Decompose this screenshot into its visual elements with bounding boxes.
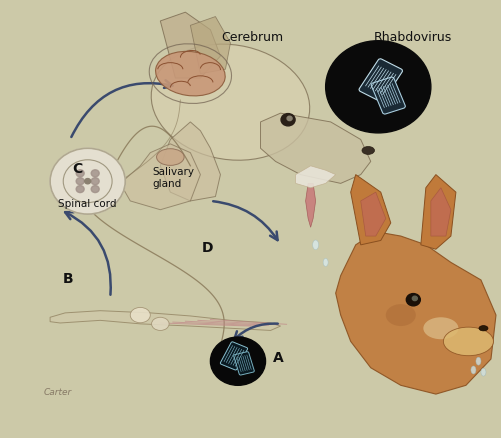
Polygon shape xyxy=(160,13,220,79)
Ellipse shape xyxy=(313,240,319,250)
Polygon shape xyxy=(306,184,316,228)
Circle shape xyxy=(210,337,266,385)
Polygon shape xyxy=(296,166,336,188)
Text: Cerebrum: Cerebrum xyxy=(221,31,283,44)
Polygon shape xyxy=(361,193,386,237)
Polygon shape xyxy=(190,18,230,74)
Text: C: C xyxy=(73,162,83,176)
Ellipse shape xyxy=(386,304,416,326)
Circle shape xyxy=(50,149,125,215)
Circle shape xyxy=(76,178,84,185)
Ellipse shape xyxy=(443,328,493,356)
Circle shape xyxy=(326,42,431,134)
Polygon shape xyxy=(120,145,200,210)
Polygon shape xyxy=(261,114,371,184)
Ellipse shape xyxy=(476,357,481,365)
Text: Spinal cord: Spinal cord xyxy=(59,199,117,208)
Ellipse shape xyxy=(323,259,328,267)
Circle shape xyxy=(91,186,99,193)
FancyBboxPatch shape xyxy=(359,60,402,102)
Polygon shape xyxy=(50,311,281,331)
Ellipse shape xyxy=(156,149,184,166)
Ellipse shape xyxy=(481,368,486,376)
Ellipse shape xyxy=(362,147,374,155)
FancyBboxPatch shape xyxy=(220,342,247,370)
Text: D: D xyxy=(202,240,213,254)
Text: Salivary
gland: Salivary gland xyxy=(153,166,195,188)
Circle shape xyxy=(412,297,417,301)
Text: B: B xyxy=(62,271,73,285)
Polygon shape xyxy=(421,175,456,250)
Circle shape xyxy=(281,114,295,127)
FancyBboxPatch shape xyxy=(371,78,405,115)
Ellipse shape xyxy=(151,45,310,161)
Circle shape xyxy=(76,170,84,177)
Polygon shape xyxy=(431,188,451,237)
Text: Rhabdovirus: Rhabdovirus xyxy=(374,31,452,44)
Text: A: A xyxy=(273,350,284,364)
Polygon shape xyxy=(351,175,391,245)
Circle shape xyxy=(85,179,91,184)
Ellipse shape xyxy=(471,366,476,374)
Ellipse shape xyxy=(156,52,225,97)
Ellipse shape xyxy=(151,318,169,331)
FancyBboxPatch shape xyxy=(233,352,255,375)
Circle shape xyxy=(76,186,84,193)
Circle shape xyxy=(91,170,99,177)
Ellipse shape xyxy=(130,307,150,323)
Text: Carter: Carter xyxy=(44,388,72,396)
Polygon shape xyxy=(160,123,220,201)
Circle shape xyxy=(91,178,99,185)
Ellipse shape xyxy=(479,326,488,331)
Circle shape xyxy=(406,294,420,306)
Circle shape xyxy=(287,117,292,121)
Ellipse shape xyxy=(423,318,458,339)
Polygon shape xyxy=(336,232,496,394)
